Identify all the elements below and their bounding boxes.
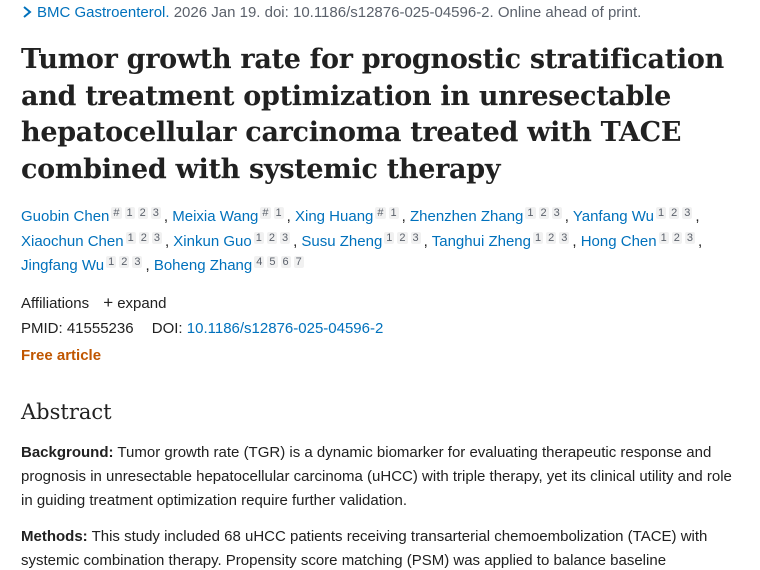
affiliation-ref[interactable]: 2: [669, 207, 680, 219]
affiliation-ref[interactable]: 1: [106, 256, 117, 268]
affiliation-ref[interactable]: 3: [151, 231, 162, 244]
pmid-label: PMID:: [21, 320, 63, 337]
author-item: Guobin Chen #1 2 3: [21, 207, 164, 225]
affiliation-ref[interactable]: 3: [559, 231, 570, 244]
author-item: Xiaochun Chen 1 2 3: [21, 231, 165, 250]
affiliation-ref[interactable]: 3: [410, 231, 421, 244]
journal-citation: BMC Gastroenterol. 2026 Jan 19. doi: 10.…: [21, 4, 641, 21]
affiliation-ref[interactable]: 3: [684, 231, 695, 244]
affiliation-ref[interactable]: 1: [388, 207, 399, 219]
affiliation-ref[interactable]: 6: [280, 256, 291, 268]
doi-label: DOI:: [151, 320, 183, 337]
author-name-link[interactable]: Jingfang Wu: [21, 257, 105, 274]
author-item: Zhenzhen Zhang 1 2 3: [409, 207, 565, 225]
journal-link[interactable]: BMC Gastroenterol.: [37, 4, 170, 21]
author-affiliation-refs: #1: [260, 207, 286, 219]
affiliations-row: Affiliations + expand: [21, 293, 166, 313]
affiliation-ref[interactable]: 2: [138, 231, 149, 244]
affiliation-ref[interactable]: 7: [293, 256, 304, 268]
author-name-link[interactable]: Boheng Zhang: [153, 257, 253, 274]
affiliation-ref[interactable]: 1: [658, 231, 669, 244]
author-name-link[interactable]: Meixia Wang: [172, 208, 259, 225]
author-name-link[interactable]: Zhenzhen Zhang: [409, 208, 524, 225]
author-item: Xing Huang #1: [294, 207, 402, 225]
author-name-link[interactable]: Susu Zheng: [301, 232, 383, 250]
author-item: Jingfang Wu 1 2 3: [21, 256, 145, 274]
author-item: Hong Chen 1 2 3: [580, 231, 698, 250]
methods-label: Methods:: [21, 528, 88, 545]
affiliation-ref[interactable]: 1: [533, 231, 544, 244]
author-affiliation-refs: #1 2 3: [111, 207, 164, 219]
affiliations-expand-button[interactable]: + expand: [103, 293, 167, 312]
affiliation-ref[interactable]: 2: [137, 207, 148, 219]
background-label: Background:: [21, 444, 114, 461]
author-name-link[interactable]: Guobin Chen: [21, 208, 110, 225]
author-name-link[interactable]: Yanfang Wu: [572, 208, 655, 225]
author-name-link[interactable]: Xinkun Guo: [173, 232, 252, 250]
affiliation-ref[interactable]: 1: [525, 207, 536, 219]
affiliation-ref[interactable]: 4: [254, 256, 265, 268]
article-title: Tumor growth rate for prognostic stratif…: [21, 44, 724, 185]
affiliation-ref[interactable]: 1: [125, 231, 136, 244]
author-name-link[interactable]: Tanghui Zheng: [431, 232, 531, 250]
author-item: Boheng Zhang 4 5 6 7: [153, 256, 307, 274]
author-list: Guobin Chen #1 2 3, Meixia Wang #1, Xing Hua…: [21, 207, 703, 274]
methods-text: This study included 68 uHCC patients rec…: [21, 528, 708, 569]
author-item: Xinkun Guo 1 2 3: [173, 231, 293, 250]
affiliation-ref[interactable]: 2: [397, 231, 408, 244]
affiliation-ref[interactable]: 2: [266, 231, 277, 244]
author-item: Yanfang Wu 1 2 3: [572, 207, 696, 225]
pmid-value: 41555236: [66, 320, 134, 337]
abstract-methods: Methods: This study included 68 uHCC pat…: [21, 525, 746, 570]
affiliation-ref[interactable]: 3: [132, 256, 143, 268]
plus-icon: +: [103, 293, 114, 312]
author-affiliation-refs: #1: [375, 207, 401, 219]
background-text: Tumor growth rate (TGR) is a dynamic bio…: [21, 444, 732, 509]
affiliation-ref[interactable]: 3: [551, 207, 562, 219]
author-item: Tanghui Zheng 1 2 3: [431, 231, 573, 250]
affiliations-label: Affiliations: [21, 295, 90, 312]
affiliation-ref[interactable]: 1: [124, 207, 135, 219]
affiliation-ref[interactable]: 2: [538, 207, 549, 219]
abstract-background: Background: Tumor growth rate (TGR) is a…: [21, 441, 746, 513]
affiliation-ref[interactable]: #: [260, 207, 271, 219]
affiliation-ref[interactable]: 1: [384, 231, 395, 244]
chevron-right-icon[interactable]: [21, 5, 33, 19]
author-name-link[interactable]: Hong Chen: [580, 232, 657, 250]
abstract-heading: Abstract: [21, 400, 112, 424]
expand-label: expand: [117, 295, 167, 312]
affiliation-ref[interactable]: 1: [656, 207, 667, 219]
author-item: Meixia Wang #1: [172, 207, 286, 225]
affiliation-ref[interactable]: 1: [253, 231, 264, 244]
affiliation-ref[interactable]: 5: [267, 256, 278, 268]
author-item: Susu Zheng 1 2 3: [301, 231, 423, 250]
affiliation-ref[interactable]: 3: [279, 231, 291, 244]
affiliation-ref[interactable]: 2: [546, 231, 557, 244]
free-article-badge[interactable]: Free article: [21, 347, 102, 364]
affiliation-ref[interactable]: #: [111, 207, 122, 219]
doi-link[interactable]: 10.1186/s12876-025-04596-2: [186, 320, 384, 337]
affiliation-ref[interactable]: 1: [273, 207, 284, 219]
author-name-link[interactable]: Xiaochun Chen: [21, 232, 124, 250]
affiliation-ref[interactable]: 2: [671, 231, 682, 244]
citation-details: 2026 Jan 19. doi: 10.1186/s12876-025-045…: [169, 4, 642, 21]
affiliation-ref[interactable]: #: [375, 207, 386, 219]
affiliation-ref[interactable]: 3: [682, 207, 693, 219]
author-name-link[interactable]: Xing Huang: [294, 208, 374, 225]
article-identifiers: PMID: 41555236 DOI: 10.1186/s12876-025-0…: [21, 320, 383, 337]
affiliation-ref[interactable]: 3: [150, 207, 161, 219]
affiliation-ref[interactable]: 2: [119, 256, 130, 268]
